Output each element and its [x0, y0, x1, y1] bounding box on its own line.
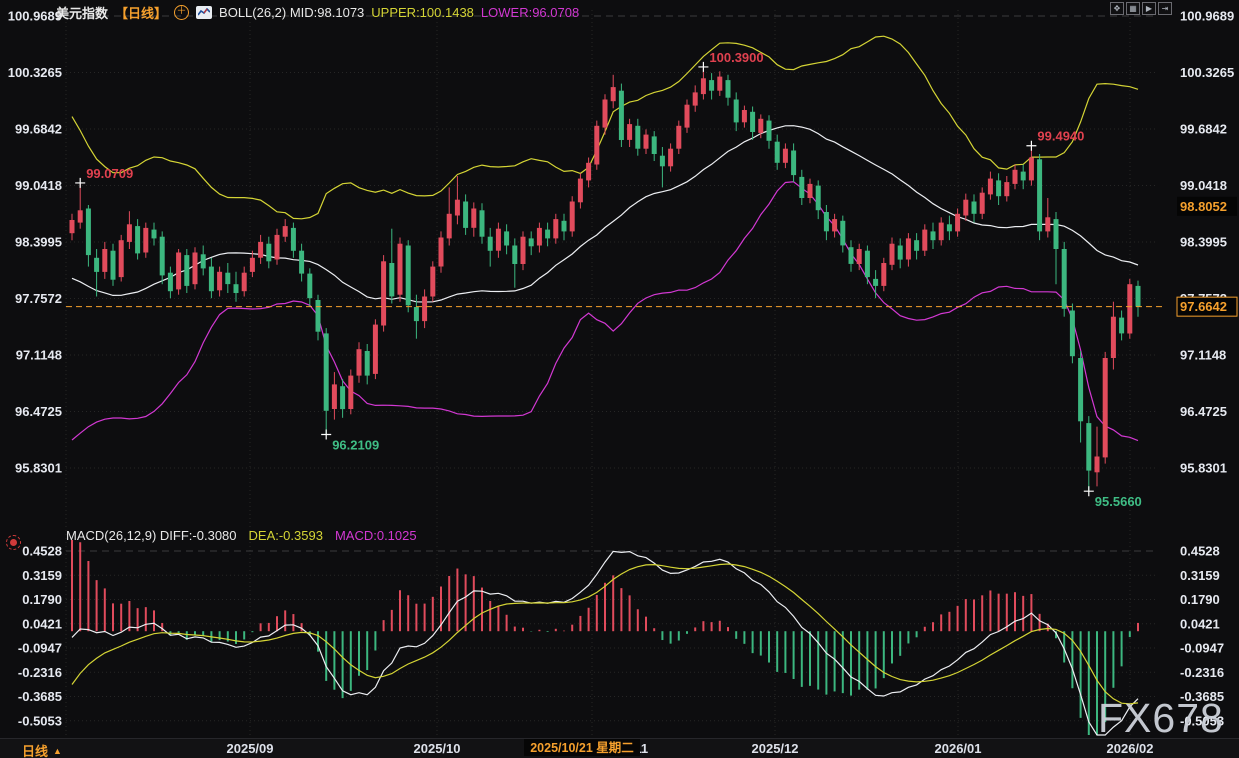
svg-text:0.0421: 0.0421	[22, 616, 62, 631]
svg-text:95.5660: 95.5660	[1095, 494, 1142, 509]
svg-text:2025/10: 2025/10	[414, 741, 461, 756]
svg-text:98.3995: 98.3995	[1180, 235, 1227, 250]
macd-diff-line	[71, 550, 1139, 736]
svg-text:-0.2316: -0.2316	[1180, 665, 1224, 680]
candles-layer	[69, 66, 1141, 492]
svg-text:96.4725: 96.4725	[1180, 404, 1227, 419]
svg-text:99.0418: 99.0418	[15, 178, 62, 193]
grid-layer	[65, 10, 1158, 735]
svg-text:99.6842: 99.6842	[1180, 122, 1227, 137]
mini-chart-icon	[196, 6, 213, 19]
svg-text:99.4940: 99.4940	[1037, 129, 1084, 144]
pan-tool-icon[interactable]: ✥	[1110, 2, 1124, 15]
time-labels-layer: 2025/092025/102025/112025/122026/012026/…	[227, 739, 1154, 756]
macd-value-label: MACD:0.1025	[334, 528, 417, 543]
svg-text:0.4528: 0.4528	[22, 544, 62, 559]
svg-text:0.0421: 0.0421	[1180, 616, 1220, 631]
boll-mid-line	[71, 125, 1139, 303]
svg-text:-0.0947: -0.0947	[18, 641, 62, 656]
svg-text:0.1790: 0.1790	[1180, 592, 1220, 607]
svg-text:2025/09: 2025/09	[227, 741, 274, 756]
symbol-name: 美元指数	[56, 6, 109, 21]
macd-layer	[71, 540, 1139, 736]
svg-text:-0.5053: -0.5053	[18, 713, 62, 728]
svg-text:95.8301: 95.8301	[1180, 461, 1227, 476]
svg-text:96.2109: 96.2109	[332, 437, 379, 452]
macd-dea-label: DEA:-0.3593	[248, 528, 323, 543]
svg-text:2026/02: 2026/02	[1107, 741, 1154, 756]
svg-text:0.4528: 0.4528	[1180, 544, 1220, 559]
svg-text:2025/12: 2025/12	[752, 741, 799, 756]
svg-text:100.3900: 100.3900	[709, 50, 763, 65]
svg-text:0.3159: 0.3159	[1180, 568, 1220, 583]
svg-text:-0.0947: -0.0947	[1180, 641, 1224, 656]
svg-text:-0.3685: -0.3685	[1180, 689, 1224, 704]
period-tag: 【日线】	[115, 6, 168, 21]
macd-header: MACD(26,12,9) DIFF:-0.3080 DEA:-0.3593 M…	[66, 528, 417, 543]
svg-text:100.3265: 100.3265	[8, 65, 62, 80]
chart-toolbar: ✥ ▦ ▶ ⇥	[1110, 2, 1172, 15]
svg-text:2025/10/21 星期二: 2025/10/21 星期二	[530, 740, 634, 755]
period-label: 日线	[22, 744, 49, 758]
detach-window-icon[interactable]: ⇥	[1158, 2, 1172, 15]
svg-text:100.9689: 100.9689	[8, 9, 62, 24]
svg-text:100.3265: 100.3265	[1180, 65, 1234, 80]
svg-text:-0.2316: -0.2316	[18, 665, 62, 680]
playback-icon[interactable]: ▶	[1142, 2, 1156, 15]
svg-text:99.0709: 99.0709	[86, 166, 133, 181]
annotations-layer: 99.0709 100.3900 99.4940 96.2109 95.5660	[75, 50, 1142, 509]
svg-text:96.4725: 96.4725	[15, 404, 62, 419]
indicator-window-icon[interactable]: ▦	[1126, 2, 1140, 15]
svg-text:98.8052: 98.8052	[1180, 199, 1227, 214]
axis-labels: 100.9689 100.9689 100.3265 100.3265 99.6842 9…	[8, 9, 1234, 729]
macd-diff-label: MACD(26,12,9) DIFF:-0.3080	[66, 528, 237, 543]
svg-text:0.1790: 0.1790	[22, 592, 62, 607]
chart-header: 美元指数 【日线】 ＋ BOLL(26,2) MID:98.1073 UPPER…	[56, 3, 579, 22]
svg-text:-0.5053: -0.5053	[1180, 713, 1224, 728]
svg-text:95.8301: 95.8301	[15, 461, 62, 476]
svg-text:99.6842: 99.6842	[15, 122, 62, 137]
svg-text:100.9689: 100.9689	[1180, 9, 1234, 24]
boll-upper-label: UPPER:100.1438	[371, 5, 474, 20]
svg-text:98.3995: 98.3995	[15, 235, 62, 250]
collapse-arrow-icon: ▲	[53, 745, 62, 756]
svg-text:97.6642: 97.6642	[1180, 299, 1227, 314]
svg-text:2026/01: 2026/01	[935, 741, 982, 756]
watermark: FX678	[1098, 695, 1224, 741]
svg-text:99.0418: 99.0418	[1180, 178, 1227, 193]
boll-lower-line	[71, 181, 1139, 442]
svg-text:97.7572: 97.7572	[15, 291, 62, 306]
macd-dea-line	[71, 563, 1139, 705]
price-tags-layer: 98.8052 97.6642	[66, 196, 1238, 317]
add-indicator-icon[interactable]: ＋	[174, 5, 190, 20]
boll-mid-label: BOLL(26,2) MID:98.1073	[219, 5, 365, 20]
svg-text:0.3159: 0.3159	[22, 568, 62, 583]
boll-lower-label: LOWER:96.0708	[480, 5, 580, 20]
period-selector[interactable]: 日线 ▲	[22, 741, 62, 758]
svg-text:97.1148: 97.1148	[1180, 348, 1226, 363]
record-dot-icon	[6, 535, 21, 550]
svg-text:97.1148: 97.1148	[16, 348, 62, 363]
svg-text:-0.3685: -0.3685	[18, 689, 62, 704]
